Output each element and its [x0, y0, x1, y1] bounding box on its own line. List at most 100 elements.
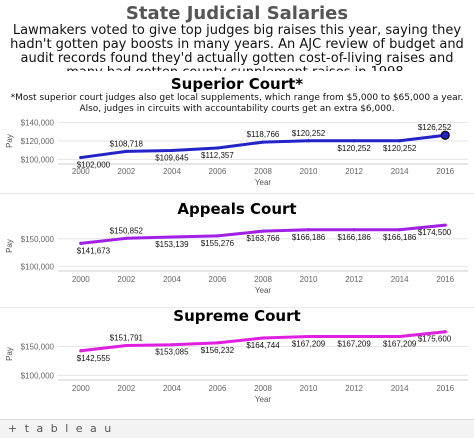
intro-clip: Lawmakers voted to give top judges big r…	[0, 0, 474, 71]
data-label: $155,276	[201, 239, 235, 248]
x-tick-label: 2008	[254, 384, 272, 393]
page-title: State Judicial Salaries	[125, 3, 349, 24]
y-tick-label: $150,000	[21, 235, 55, 244]
tableau-logo[interactable]: + t a b l e a u	[8, 422, 114, 435]
data-label: $167,209	[337, 340, 371, 349]
data-point	[79, 349, 83, 353]
data-point	[215, 341, 220, 345]
data-label: $164,744	[246, 341, 280, 350]
y-axis-label: Pay	[5, 134, 14, 148]
data-point	[443, 330, 447, 334]
data-point	[124, 236, 128, 240]
data-point	[170, 235, 174, 239]
x-tick-label: 2012	[345, 167, 363, 176]
x-tick-label: 2000	[72, 167, 90, 176]
x-tick-label: 2004	[163, 384, 181, 393]
data-label: $153,085	[155, 348, 189, 357]
superior-court-title: Superior Court*	[170, 75, 304, 93]
superior-court-chart: $100,000 $120,000 $140,000 Pay 2000 2002 2004 2…	[5, 119, 468, 187]
y-tick-label: $100,000	[21, 263, 55, 272]
x-tick-label: 2016	[436, 167, 454, 176]
x-tick-label: 2012	[345, 275, 363, 284]
x-tick-label: 2008	[254, 275, 272, 284]
data-point	[352, 228, 356, 232]
divider	[0, 307, 474, 308]
data-point	[306, 228, 311, 232]
x-axis-label: Year	[255, 395, 272, 404]
x-tick-label: 2004	[163, 167, 181, 176]
data-point	[79, 155, 83, 160]
data-point	[352, 334, 356, 339]
data-point	[306, 139, 311, 143]
data-point	[79, 241, 83, 246]
x-tick-label: 2016	[436, 384, 454, 393]
x-axis-label: Year	[255, 178, 272, 187]
data-label: $175,600	[418, 335, 452, 344]
y-tick-label: $150,000	[21, 342, 55, 351]
data-point	[398, 139, 402, 143]
data-label: $150,852	[110, 226, 144, 235]
data-label: $126,252	[418, 123, 452, 132]
x-axis-label: Year	[255, 286, 272, 295]
data-point	[124, 343, 128, 348]
data-label: $109,645	[155, 154, 189, 163]
data-point	[215, 146, 220, 150]
y-tick-label: $100,000	[21, 371, 55, 380]
y-tick-label: $100,000	[21, 155, 55, 164]
x-tick-label: 2014	[391, 167, 409, 176]
data-point	[170, 148, 174, 153]
x-tick-label: 2010	[300, 275, 318, 284]
data-label: $118,766	[247, 130, 280, 139]
data-point	[306, 334, 311, 339]
data-label: $166,186	[292, 233, 326, 242]
y-tick-label: $120,000	[21, 137, 55, 146]
y-axis-label: Pay	[5, 239, 14, 253]
x-tick-label: 2006	[209, 384, 227, 393]
data-label: $156,232	[201, 346, 235, 355]
divider	[0, 193, 474, 194]
data-label: $120,252	[292, 129, 326, 138]
x-tick-label: 2010	[300, 384, 318, 393]
x-tick-label: 2012	[345, 384, 363, 393]
data-label: $120,252	[383, 144, 417, 153]
supreme-court-title: Supreme Court	[173, 307, 301, 325]
x-tick-label: 2006	[209, 275, 227, 284]
footer-bar: + t a b l e a u	[0, 419, 474, 438]
x-tick-label: 2002	[117, 167, 135, 176]
x-tick-label: 2010	[300, 167, 318, 176]
data-point	[261, 140, 265, 144]
x-tick-label: 2000	[72, 384, 90, 393]
data-point	[398, 334, 402, 339]
y-tick-label: $140,000	[21, 119, 55, 128]
x-tick-label: 2006	[209, 167, 227, 176]
appeals-court-title: Appeals Court	[177, 200, 297, 218]
x-tick-label: 2014	[391, 275, 409, 284]
superior-court-note: *Most superior court judges also get loc…	[10, 93, 464, 114]
data-point	[352, 139, 356, 143]
appeals-court-chart: $100,000 $150,000 Pay 2000 2002 2004 2006 2008 2…	[5, 223, 468, 295]
x-tick-label: 2000	[72, 275, 90, 284]
supreme-court-chart: $100,000 $150,000 Pay 2000 2002 2004 2006 2008 2…	[5, 330, 468, 404]
data-label: $167,209	[292, 340, 326, 349]
x-tick-label: 2016	[436, 275, 454, 284]
data-label: $174,500	[418, 228, 452, 237]
data-point	[398, 228, 402, 232]
data-point	[261, 336, 265, 340]
data-label: $102,000	[77, 161, 111, 170]
data-point	[124, 149, 128, 153]
x-tick-label: 2014	[391, 384, 409, 393]
data-label: $108,718	[110, 139, 144, 148]
data-point	[443, 223, 447, 227]
data-point	[440, 130, 450, 140]
y-axis-label: Pay	[5, 347, 14, 361]
data-point	[261, 229, 265, 233]
data-label: $153,139	[155, 240, 189, 249]
data-label: $163,766	[246, 234, 280, 243]
data-label: $142,555	[77, 354, 111, 363]
data-label: $166,186	[337, 233, 371, 242]
data-label: $120,252	[337, 144, 371, 153]
x-tick-label: 2002	[117, 384, 135, 393]
x-tick-label: 2002	[117, 275, 135, 284]
intro-text: Lawmakers voted to give top judges big r…	[10, 24, 464, 71]
x-tick-label: 2008	[254, 167, 272, 176]
